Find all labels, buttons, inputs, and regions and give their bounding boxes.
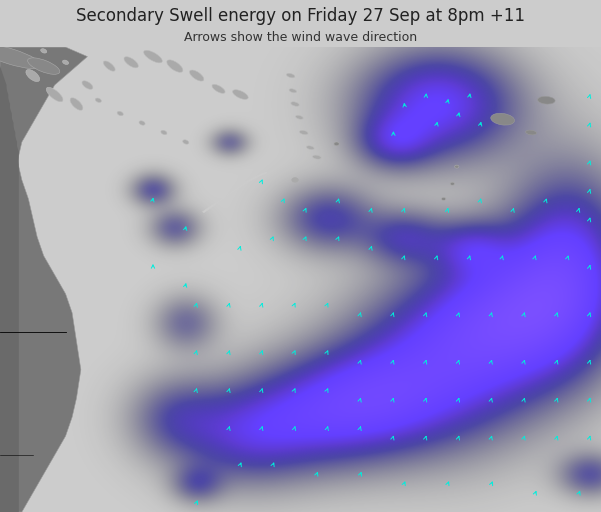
Ellipse shape	[450, 182, 454, 185]
Ellipse shape	[46, 88, 63, 102]
Ellipse shape	[96, 98, 102, 102]
Ellipse shape	[63, 60, 69, 65]
Ellipse shape	[26, 70, 40, 81]
Ellipse shape	[291, 178, 298, 182]
Polygon shape	[2, 76, 8, 512]
Ellipse shape	[144, 50, 162, 63]
Ellipse shape	[212, 84, 225, 93]
Ellipse shape	[103, 61, 115, 71]
Ellipse shape	[538, 96, 555, 104]
Text: Secondary Swell energy on Friday 27 Sep at 8pm +11: Secondary Swell energy on Friday 27 Sep …	[76, 7, 525, 25]
Ellipse shape	[334, 142, 339, 146]
Polygon shape	[10, 123, 17, 512]
Ellipse shape	[289, 89, 297, 93]
Ellipse shape	[291, 102, 299, 106]
Ellipse shape	[117, 111, 123, 116]
Ellipse shape	[526, 130, 537, 135]
Ellipse shape	[161, 131, 167, 135]
Ellipse shape	[28, 58, 59, 74]
Polygon shape	[9, 114, 15, 512]
Text: Arrows show the wind wave direction: Arrows show the wind wave direction	[184, 31, 417, 44]
Ellipse shape	[70, 98, 83, 110]
Polygon shape	[0, 47, 87, 512]
Polygon shape	[4, 85, 10, 512]
Ellipse shape	[0, 45, 42, 69]
Ellipse shape	[167, 60, 183, 72]
Ellipse shape	[233, 90, 248, 99]
Ellipse shape	[139, 121, 145, 125]
Ellipse shape	[82, 81, 93, 89]
Ellipse shape	[313, 155, 321, 159]
Ellipse shape	[442, 198, 446, 200]
Ellipse shape	[296, 115, 303, 119]
Ellipse shape	[287, 73, 295, 78]
Ellipse shape	[491, 113, 514, 125]
Polygon shape	[0, 66, 7, 512]
Ellipse shape	[41, 49, 47, 53]
Ellipse shape	[183, 140, 189, 144]
Ellipse shape	[299, 131, 308, 135]
Ellipse shape	[307, 146, 314, 150]
Polygon shape	[5, 95, 12, 512]
Ellipse shape	[189, 70, 204, 81]
Ellipse shape	[124, 57, 138, 68]
Polygon shape	[12, 133, 19, 512]
Ellipse shape	[454, 165, 459, 168]
Polygon shape	[203, 172, 267, 212]
Polygon shape	[7, 104, 14, 512]
